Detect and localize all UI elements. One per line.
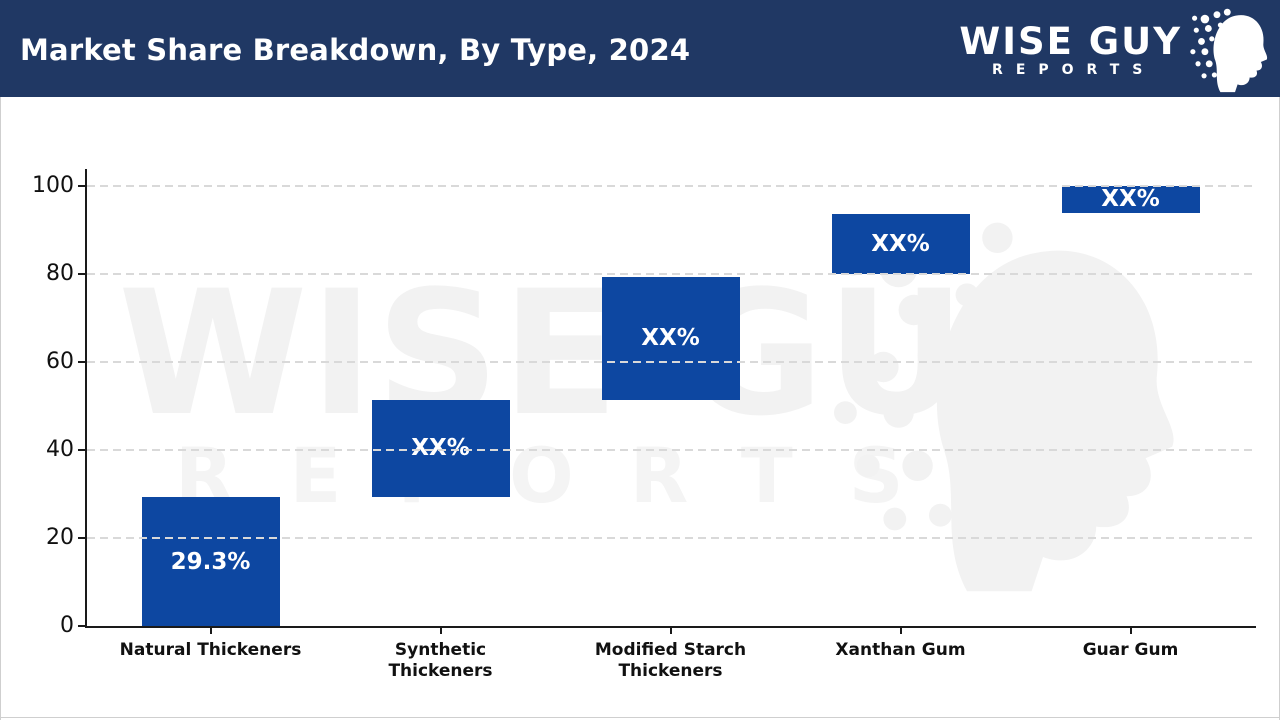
x-axis-label: Guar Gum xyxy=(1082,640,1179,660)
gridline-40 xyxy=(87,449,1255,451)
y-tick xyxy=(78,449,86,451)
brand-subname: REPORTS xyxy=(992,62,1156,78)
y-axis xyxy=(85,169,87,628)
left-border xyxy=(0,97,1,720)
x-axis-label: Synthetic Thickeners xyxy=(388,640,493,682)
y-tick xyxy=(78,361,86,363)
y-tick xyxy=(78,625,86,627)
bottom-border xyxy=(0,717,1280,718)
y-axis-tick-label: 100 xyxy=(32,173,74,198)
bar-synthetic-thickeners: XX% xyxy=(371,400,510,497)
bar-natural-thickeners: 29.3% xyxy=(141,497,280,626)
bar-value-label: 29.3% xyxy=(170,548,251,575)
bar-value-label: XX% xyxy=(1101,186,1160,213)
page-title: Market Share Breakdown, By Type, 2024 xyxy=(20,33,691,67)
gridline-100 xyxy=(87,185,1255,187)
x-tick xyxy=(669,626,672,634)
header-bar: Market Share Breakdown, By Type, 2024 WI… xyxy=(0,0,1280,97)
chart-area: 29.3% Natural Thickeners XX% Synthetic Thic… xyxy=(0,97,1280,720)
y-axis-tick-label: 60 xyxy=(46,349,74,374)
bar-value-label: XX% xyxy=(641,325,700,352)
brand-logo-text: WISE GUY REPORTS xyxy=(959,23,1182,77)
x-tick xyxy=(209,626,212,634)
bar-value-label: XX% xyxy=(411,435,470,462)
bar-value-label: XX% xyxy=(871,231,930,258)
gridline-60 xyxy=(87,361,1255,363)
gridline-80 xyxy=(87,273,1255,275)
y-axis-tick-label: 0 xyxy=(60,613,74,638)
y-axis-tick-label: 20 xyxy=(46,525,74,550)
y-tick xyxy=(78,185,86,187)
brand-name: WISE GUY xyxy=(959,20,1182,63)
x-tick xyxy=(1129,626,1132,634)
bar-modified-starch-thickeners: XX% xyxy=(601,276,740,400)
x-axis xyxy=(85,626,1256,628)
y-tick xyxy=(78,273,86,275)
x-axis-label: Xanthan Gum xyxy=(835,640,966,660)
y-axis-tick-label: 80 xyxy=(46,261,74,286)
bar-guar-gum: XX% xyxy=(1061,186,1200,213)
x-tick xyxy=(439,626,442,634)
x-axis-label: Natural Thickeners xyxy=(119,640,302,660)
y-axis-tick-label: 40 xyxy=(46,437,74,462)
bar-xanthan-gum: XX% xyxy=(831,214,970,274)
brand-logo: WISE GUY REPORTS xyxy=(959,6,1272,94)
gridline-20 xyxy=(87,537,1255,539)
x-axis-label: Modified Starch Thickeners xyxy=(594,640,747,682)
y-tick xyxy=(78,537,86,539)
x-tick xyxy=(899,626,902,634)
